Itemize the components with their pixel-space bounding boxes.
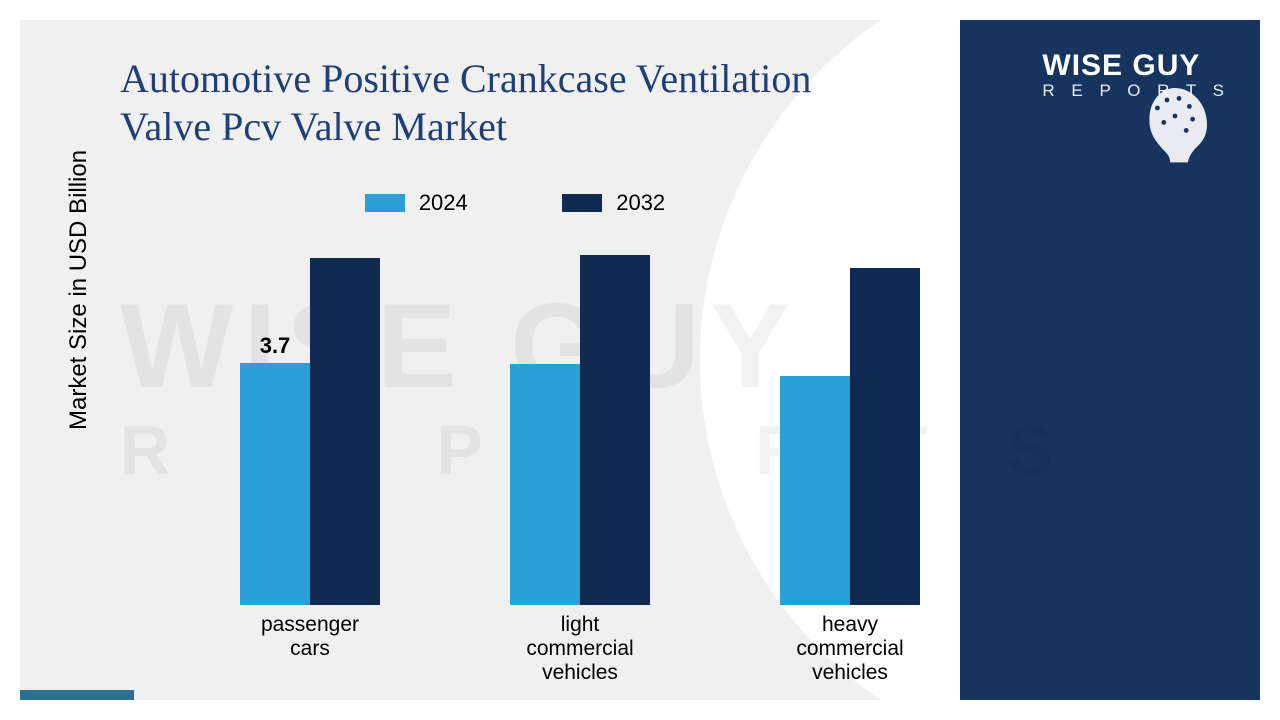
bar-value-label: 3.7	[240, 333, 310, 363]
bar-group: 3.7passengercars	[240, 245, 380, 605]
stage: WISE GUY R E P O R T S WISE GUY R E P O …	[0, 0, 1280, 720]
bar	[510, 364, 580, 605]
legend-item-2024: 2024	[365, 190, 468, 216]
legend-swatch-2032	[562, 194, 602, 212]
legend-item-2032: 2032	[562, 190, 665, 216]
bar	[780, 376, 850, 605]
chart-panel: WISE GUY R E P O R T S WISE GUY R E P O …	[20, 20, 1260, 700]
bottom-accent-bar	[20, 690, 134, 700]
logo-line-1: WISE GUY	[1042, 50, 1230, 82]
bar: 3.7	[240, 363, 310, 605]
bar	[580, 255, 650, 605]
bar-group: heavycommercialvehicles	[780, 245, 920, 605]
logo-head-icon	[1135, 84, 1215, 164]
plot-area: 3.7passengercars lightcommercialvehicles h…	[155, 245, 925, 605]
category-label: passengercars	[170, 605, 450, 661]
category-label: heavycommercialvehicles	[710, 605, 990, 685]
brand-sidebar	[960, 20, 1260, 700]
brand-logo: WISE GUY R E P O R T S	[1042, 50, 1230, 99]
bar-group: lightcommercialvehicles	[510, 245, 650, 605]
legend-swatch-2024	[365, 194, 405, 212]
chart-title: Automotive Positive Crankcase Ventilatio…	[120, 55, 880, 151]
bar	[850, 268, 920, 605]
chart-area: Market Size in USD Billion 2024 2032 3.7…	[100, 190, 930, 690]
y-axis-label: Market Size in USD Billion	[65, 150, 93, 430]
legend-label-2032: 2032	[616, 190, 665, 216]
bar	[310, 258, 380, 605]
legend: 2024 2032	[100, 190, 930, 217]
category-label: lightcommercialvehicles	[440, 605, 720, 685]
legend-label-2024: 2024	[419, 190, 468, 216]
